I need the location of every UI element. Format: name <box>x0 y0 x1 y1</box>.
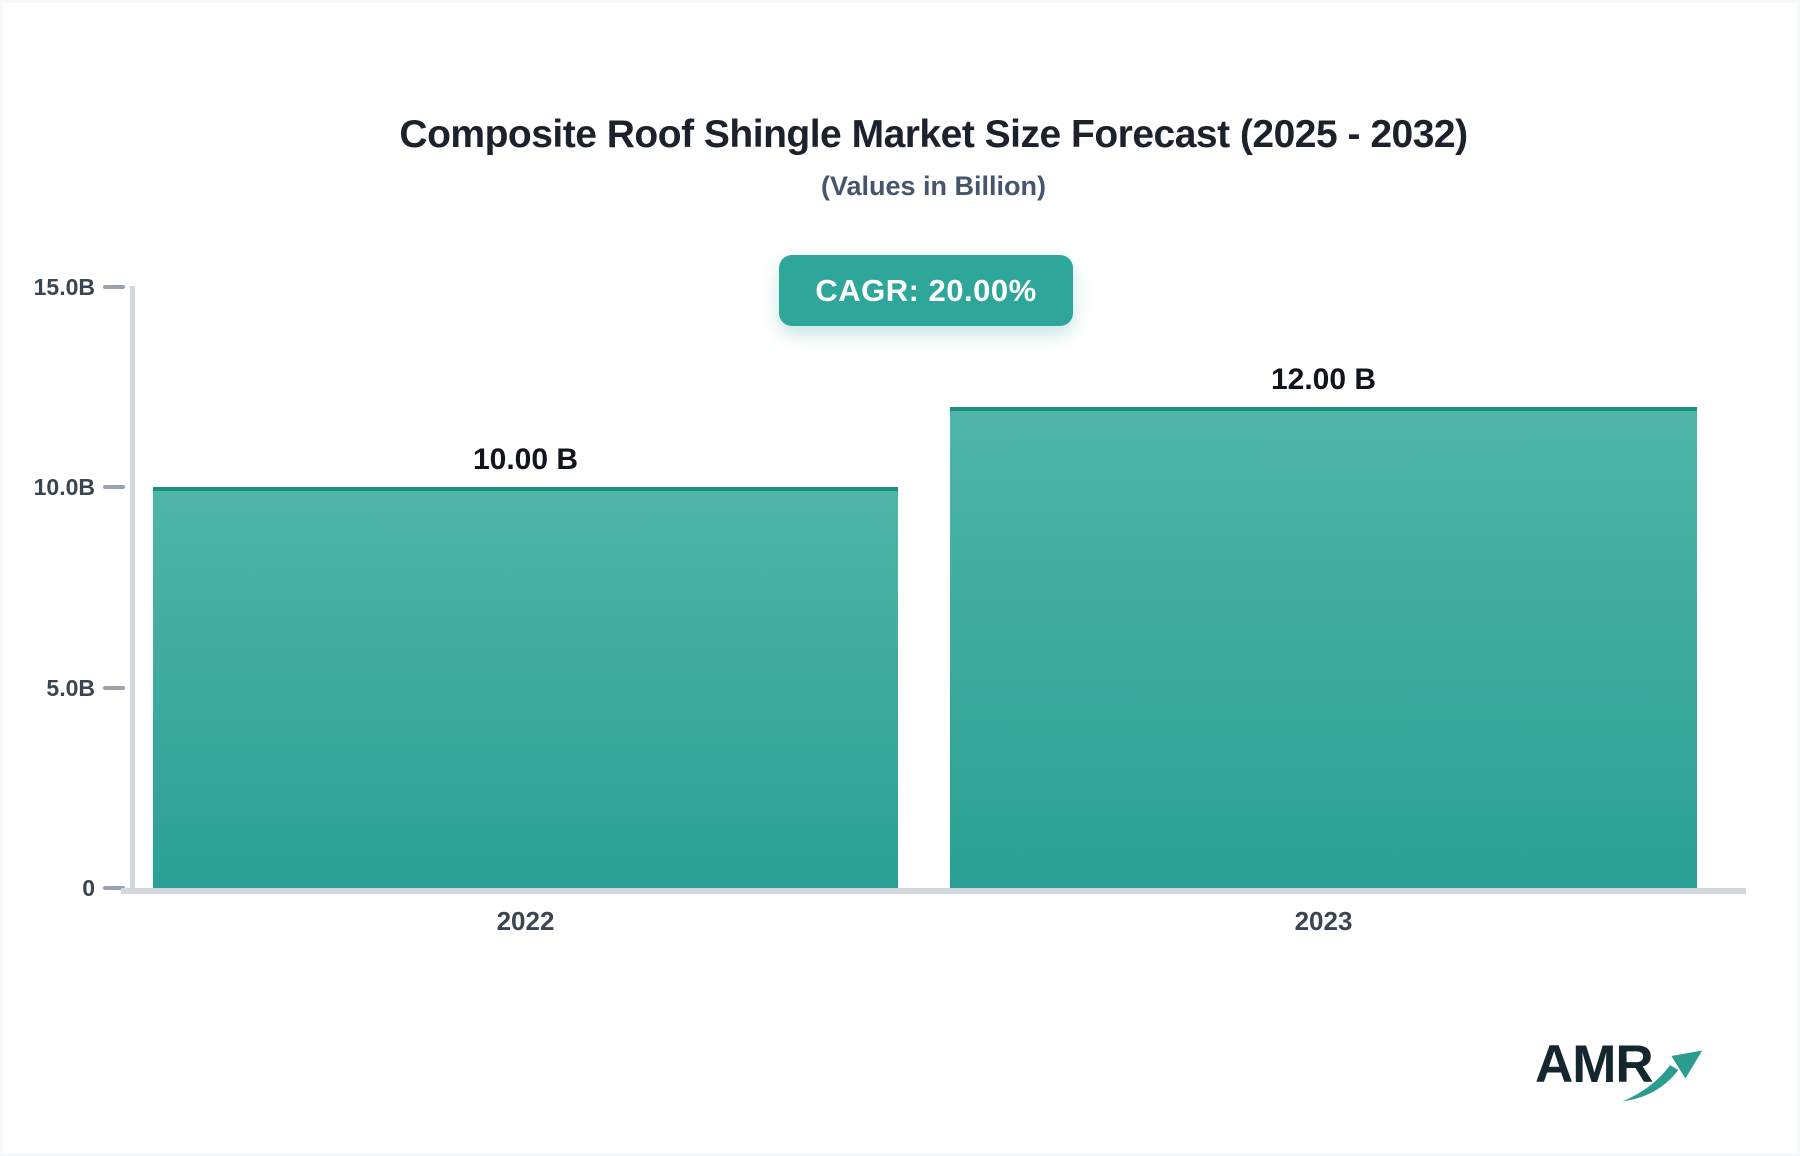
y-axis-label: 15.0B <box>33 274 95 300</box>
chart-title: Composite Roof Shingle Market Size Forec… <box>399 113 1468 156</box>
trend-up-arrow-icon <box>1622 1050 1703 1102</box>
cagr-badge: CAGR: 20.00% <box>779 255 1073 326</box>
chart-subtitle: (Values in Billion) <box>820 171 1047 201</box>
bar-value-label-2023: 12.00 B <box>1270 363 1377 397</box>
bar-2023 <box>950 407 1697 888</box>
bar-2022 <box>153 487 898 888</box>
y-axis-label: 0 <box>82 875 95 901</box>
y-axis-tick <box>103 685 125 690</box>
y-axis-tick <box>103 886 125 890</box>
y-axis-tick <box>103 285 125 289</box>
x-axis-label-2023: 2023 <box>1294 906 1353 936</box>
bar-value-label-2022: 10.00 B <box>472 443 579 477</box>
y-axis-tick <box>103 485 125 490</box>
y-axis-label: 10.0B <box>33 474 95 501</box>
amr-logo-text: AMR <box>1535 1035 1654 1094</box>
y-axis-line <box>130 286 135 894</box>
x-axis-label-2022: 2022 <box>496 906 555 936</box>
x-axis-line <box>121 888 1746 894</box>
amr-logo: AMR <box>1535 1035 1735 1119</box>
y-axis-label: 5.0B <box>46 674 95 701</box>
cagr-badge-label: CAGR: 20.00% <box>815 272 1037 308</box>
